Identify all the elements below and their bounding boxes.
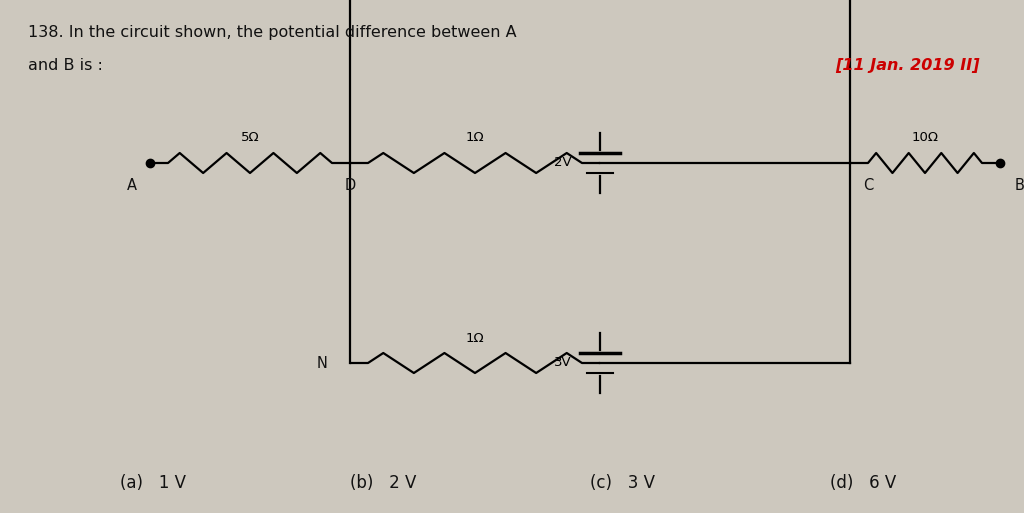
Text: 5Ω: 5Ω xyxy=(241,131,259,145)
Text: D: D xyxy=(344,177,355,192)
Text: and B is :: and B is : xyxy=(28,58,102,73)
Text: (b)   2 V: (b) 2 V xyxy=(350,474,417,492)
Text: [11 Jan. 2019 II]: [11 Jan. 2019 II] xyxy=(836,58,980,73)
Text: 2V: 2V xyxy=(554,156,572,169)
Text: B: B xyxy=(1015,177,1024,192)
Text: (d)   6 V: (d) 6 V xyxy=(830,474,896,492)
Text: (a)   1 V: (a) 1 V xyxy=(120,474,186,492)
Text: 10Ω: 10Ω xyxy=(911,131,939,145)
Text: 138. In the circuit shown, the potential difference between A: 138. In the circuit shown, the potential… xyxy=(28,25,517,40)
Text: 1Ω: 1Ω xyxy=(466,131,484,145)
Text: A: A xyxy=(127,177,137,192)
Text: 3V: 3V xyxy=(554,357,572,369)
Text: C: C xyxy=(863,177,873,192)
Text: 1Ω: 1Ω xyxy=(466,331,484,345)
Text: N: N xyxy=(317,356,328,370)
Text: (c)   3 V: (c) 3 V xyxy=(590,474,655,492)
